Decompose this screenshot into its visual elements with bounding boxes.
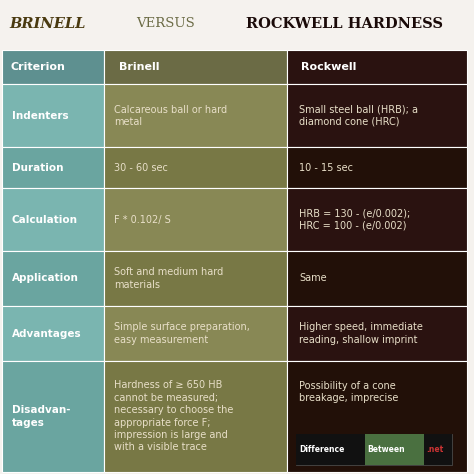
- Bar: [287, 306, 467, 361]
- Text: Rockwell: Rockwell: [301, 62, 356, 72]
- Bar: [287, 50, 467, 84]
- Text: Small steel ball (HRB); a
diamond cone (HRC): Small steel ball (HRB); a diamond cone (…: [300, 104, 419, 127]
- Text: Hardness of ≥ 650 HB
cannot be measured;
necessary to choose the
appropriate for: Hardness of ≥ 650 HB cannot be measured;…: [114, 381, 234, 453]
- Bar: [2, 50, 104, 84]
- Bar: [2, 361, 104, 472]
- Text: Soft and medium hard
materials: Soft and medium hard materials: [114, 267, 224, 290]
- Bar: [104, 306, 287, 361]
- Text: Duration: Duration: [11, 163, 63, 173]
- Bar: [296, 434, 453, 465]
- Text: Indenters: Indenters: [11, 111, 68, 121]
- Text: Difference: Difference: [299, 445, 345, 454]
- Bar: [104, 188, 287, 251]
- Bar: [296, 434, 365, 465]
- Bar: [287, 361, 467, 472]
- Bar: [104, 50, 287, 84]
- Text: 10 - 15 sec: 10 - 15 sec: [300, 163, 354, 173]
- Bar: [287, 188, 467, 251]
- Bar: [2, 188, 104, 251]
- Bar: [104, 361, 287, 472]
- Text: F * 0.102/ S: F * 0.102/ S: [114, 215, 171, 225]
- Text: Disadvan-
tages: Disadvan- tages: [11, 405, 70, 428]
- Bar: [365, 434, 424, 465]
- Text: Between: Between: [368, 445, 405, 454]
- Text: Criterion: Criterion: [10, 62, 65, 72]
- Bar: [287, 84, 467, 147]
- Text: Advantages: Advantages: [11, 328, 81, 339]
- Text: 30 - 60 sec: 30 - 60 sec: [114, 163, 168, 173]
- Text: VERSUS: VERSUS: [137, 17, 195, 29]
- Bar: [104, 147, 287, 188]
- Text: Application: Application: [11, 273, 78, 283]
- Bar: [104, 84, 287, 147]
- Bar: [287, 147, 467, 188]
- Bar: [2, 251, 104, 306]
- Text: Possibility of a cone
breakage, imprecise: Possibility of a cone breakage, imprecis…: [300, 381, 399, 403]
- Bar: [424, 434, 453, 465]
- Bar: [2, 84, 104, 147]
- Text: HRB = 130 - (e/0.002);
HRC = 100 - (e/0.002): HRB = 130 - (e/0.002); HRC = 100 - (e/0.…: [300, 209, 410, 231]
- Text: .net: .net: [427, 445, 444, 454]
- Text: BRINELL: BRINELL: [9, 17, 86, 31]
- Text: ROCKWELL HARDNESS: ROCKWELL HARDNESS: [246, 17, 444, 31]
- Bar: [287, 251, 467, 306]
- Bar: [104, 251, 287, 306]
- Bar: [2, 147, 104, 188]
- Text: Calculation: Calculation: [11, 215, 78, 225]
- Text: Calcareous ball or hard
metal: Calcareous ball or hard metal: [114, 104, 228, 127]
- Bar: [2, 306, 104, 361]
- Text: Brinell: Brinell: [119, 62, 159, 72]
- Text: Same: Same: [300, 273, 327, 283]
- Text: Simple surface preparation,
easy measurement: Simple surface preparation, easy measure…: [114, 322, 250, 345]
- Text: Higher speed, immediate
reading, shallow imprint: Higher speed, immediate reading, shallow…: [300, 322, 423, 345]
